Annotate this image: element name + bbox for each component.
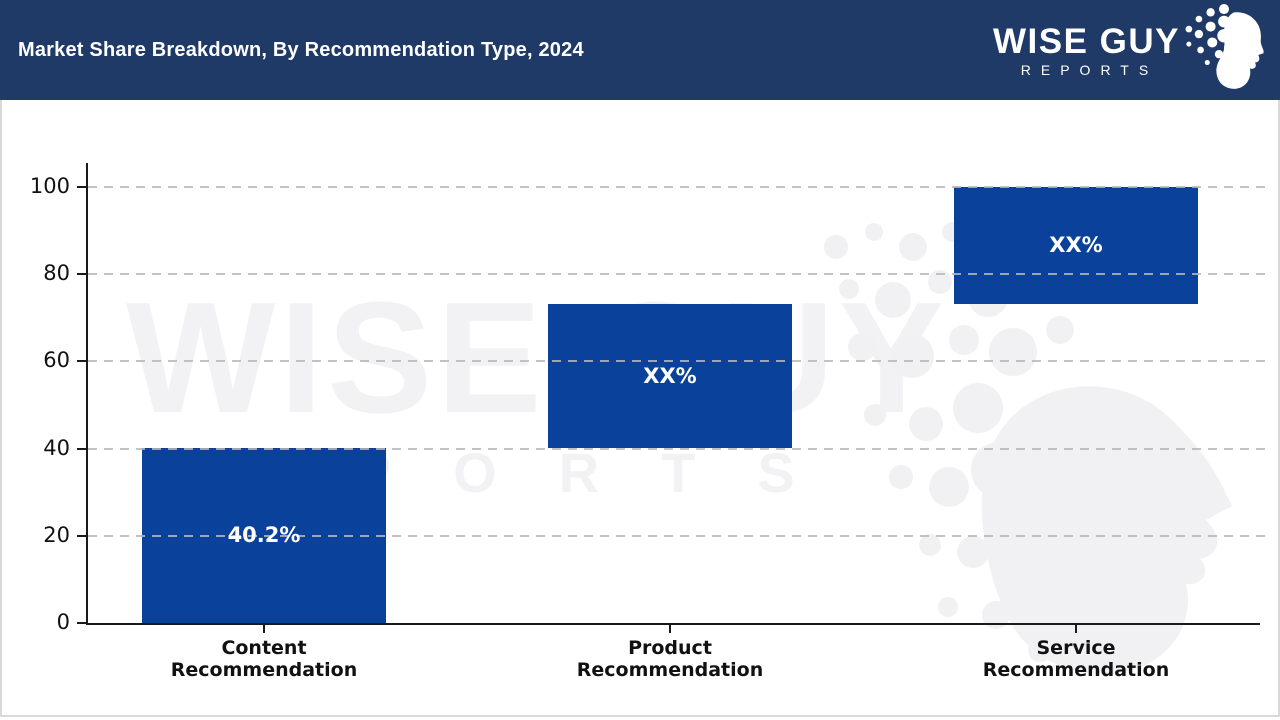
y-gridline bbox=[88, 360, 1268, 363]
logo-reports-label: REPORTS bbox=[1020, 61, 1159, 78]
y-axis-line bbox=[86, 163, 88, 625]
bar-value-label: XX% bbox=[1049, 233, 1103, 258]
y-tick-label: 0 bbox=[56, 610, 70, 634]
x-category-label: Service Recommendation bbox=[982, 637, 1170, 681]
y-axis-tick bbox=[77, 622, 86, 624]
y-axis-tick bbox=[77, 273, 86, 276]
y-gridline bbox=[88, 186, 1268, 188]
bar-segment: XX% bbox=[954, 187, 1198, 304]
y-gridline bbox=[88, 273, 1268, 276]
y-tick-label: 20 bbox=[43, 522, 70, 547]
logo-head-icon bbox=[1185, 4, 1264, 89]
x-axis-tick bbox=[669, 625, 671, 633]
watermark-wiseguy-text: WISE GUY bbox=[126, 270, 949, 446]
y-axis-tick bbox=[77, 447, 86, 450]
wiseguy-reports-logo: WISE GUY REPORTS bbox=[993, 0, 1266, 100]
y-axis-tick bbox=[77, 360, 86, 363]
y-gridline bbox=[88, 447, 1268, 450]
y-tick-label: 40 bbox=[43, 435, 70, 460]
y-axis-tick bbox=[77, 186, 86, 188]
y-tick-label: 60 bbox=[43, 348, 70, 373]
y-gridline bbox=[88, 534, 1268, 537]
x-category-label: Content Recommendation bbox=[170, 637, 358, 681]
header-bar: Market Share Breakdown, By Recommendatio… bbox=[0, 0, 1280, 100]
bar-value-label: 40.2% bbox=[227, 523, 301, 548]
x-axis-line bbox=[86, 623, 1260, 625]
y-tick-label: 100 bbox=[29, 174, 70, 198]
x-axis-tick bbox=[263, 625, 265, 633]
bar-value-label: XX% bbox=[643, 363, 697, 388]
logo-text: WISE GUY REPORTS bbox=[993, 24, 1180, 77]
y-axis-tick bbox=[77, 534, 86, 537]
x-category-label: Product Recommendation bbox=[576, 637, 764, 681]
logo-wiseguy-label: WISE GUY bbox=[992, 21, 1180, 61]
x-axis-tick bbox=[1075, 625, 1077, 633]
page-title: Market Share Breakdown, By Recommendatio… bbox=[18, 38, 584, 61]
y-tick-label: 80 bbox=[43, 261, 70, 286]
bar-segment: XX% bbox=[548, 303, 792, 448]
